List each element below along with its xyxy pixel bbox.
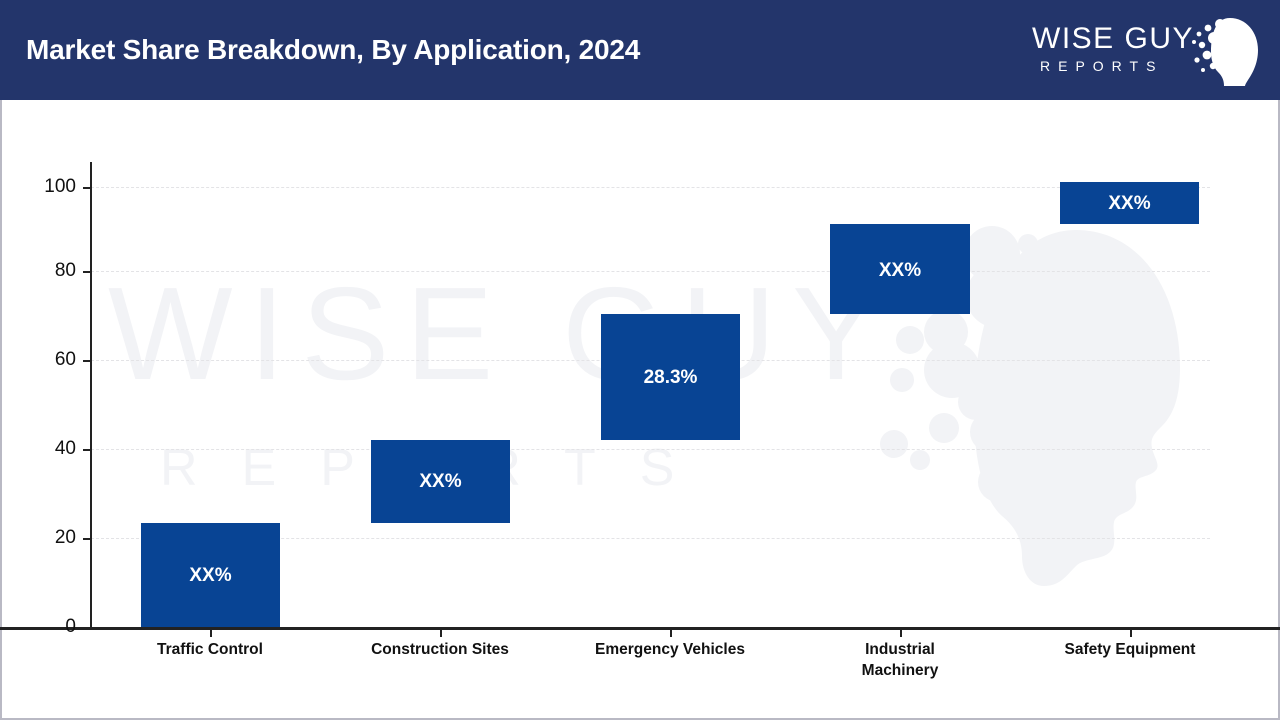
- bar-construction-sites[interactable]: [371, 440, 510, 523]
- x-tick-mark-safety-equipment: [1130, 629, 1132, 637]
- x-tick-mark-emergency-vehicles: [670, 629, 672, 637]
- x-tick-label-line: Safety Equipment: [1064, 641, 1196, 658]
- x-axis-line: [0, 627, 1280, 630]
- y-axis-line: [90, 162, 92, 629]
- x-tick-label-line: Construction Sites: [371, 641, 509, 658]
- x-tick-mark-traffic-control: [210, 629, 212, 637]
- bar-traffic-control[interactable]: [141, 523, 280, 627]
- bar-label-traffic-control: XX%: [189, 565, 232, 586]
- bar-industrial-machinery[interactable]: [830, 224, 970, 314]
- x-tick-label-safety-equipment: Safety Equipment: [1025, 639, 1235, 660]
- page-title: Market Share Breakdown, By Application, …: [26, 34, 641, 65]
- brand-logo: WISE GUY REPORTS: [1022, 8, 1272, 92]
- x-tick-label-line: Emergency Vehicles: [595, 641, 745, 658]
- x-tick-label-emergency-vehicles: Emergency Vehicles: [565, 639, 775, 660]
- y-tick-mark-60: [83, 360, 91, 362]
- x-tick-label-line: Industrial: [865, 641, 935, 658]
- bar-safety-equipment[interactable]: [1060, 182, 1199, 224]
- y-tick-mark-100: [83, 187, 91, 189]
- x-tick-label-line: Machinery: [861, 662, 939, 679]
- gridline-20: [91, 538, 1210, 539]
- y-tick-mark-40: [83, 449, 91, 451]
- dotted-head-profile-icon: [1192, 18, 1258, 86]
- bars-layer: XX% XX% 28.3% XX% XX%: [0, 100, 1280, 720]
- y-tick-mark-20: [83, 538, 91, 540]
- x-tick-label-industrial-machinery: Industrial Machinery: [795, 639, 1005, 681]
- logo-wordmark: WISE GUY: [1032, 22, 1195, 55]
- x-tick-mark-construction-sites: [440, 629, 442, 637]
- plot-border-right: [1278, 100, 1280, 720]
- plot-border-bottom: [0, 718, 1280, 720]
- y-tick-label-20: 20: [54, 527, 76, 548]
- chart-header: Market Share Breakdown, By Application, …: [0, 0, 1280, 100]
- gridline-100: [91, 187, 1210, 188]
- y-tick-label-80: 80: [54, 260, 76, 281]
- bar-label-emergency-vehicles: 28.3%: [643, 367, 698, 388]
- y-tick-label-0: 0: [65, 616, 76, 637]
- bar-emergency-vehicles[interactable]: [601, 314, 740, 440]
- bar-label-construction-sites: XX%: [419, 471, 462, 492]
- plot-border-left: [0, 100, 2, 720]
- x-axis-labels-layer: Traffic Control Construction Sites Emerg…: [0, 100, 1280, 720]
- y-tick-mark-80: [83, 271, 91, 273]
- y-tick-mark-0: [83, 627, 91, 629]
- gridline-40: [91, 449, 1210, 450]
- bar-label-industrial-machinery: XX%: [878, 260, 922, 281]
- logo-subword: REPORTS: [1040, 58, 1164, 74]
- x-tick-label-construction-sites: Construction Sites: [335, 639, 545, 660]
- bar-label-safety-equipment: XX%: [1108, 193, 1151, 214]
- y-tick-label-60: 60: [54, 349, 76, 370]
- gridline-80: [91, 271, 1210, 272]
- x-tick-label-line: Traffic Control: [157, 641, 263, 658]
- x-tick-mark-industrial-machinery: [900, 629, 902, 637]
- y-tick-label-100: 100: [44, 176, 76, 197]
- x-tick-label-traffic-control: Traffic Control: [105, 639, 315, 660]
- y-tick-label-40: 40: [54, 438, 76, 459]
